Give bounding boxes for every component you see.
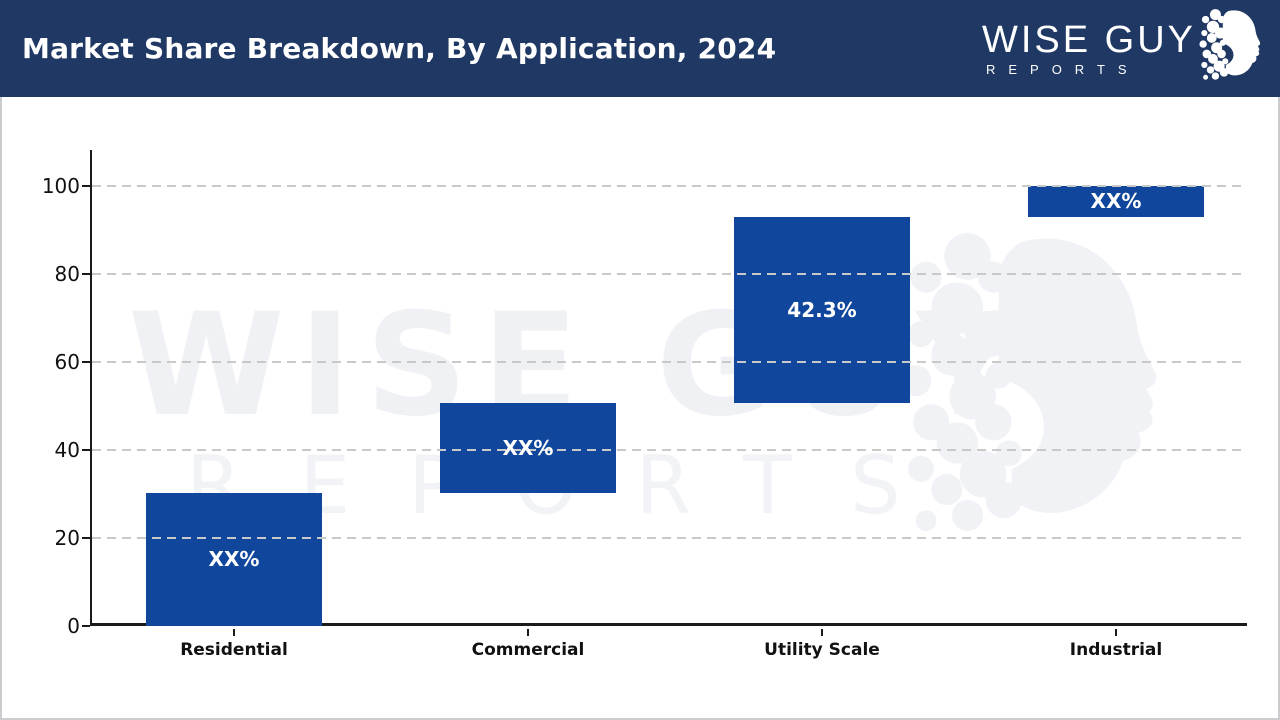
logo-text: WISE GUY REPORTS bbox=[982, 21, 1196, 76]
y-axis-tick bbox=[82, 449, 90, 451]
bar-segment bbox=[146, 492, 322, 626]
x-axis-tick bbox=[821, 629, 823, 636]
logo-face-icon bbox=[1199, 8, 1261, 80]
gridline bbox=[92, 449, 1247, 451]
x-axis-tick bbox=[527, 629, 529, 636]
y-axis-tick bbox=[82, 625, 90, 627]
plot-area: 0 20 40 60 80 100 XX% Residential XX% Commercial 4… bbox=[42, 150, 1247, 660]
bar-value-label: XX% bbox=[502, 435, 554, 460]
x-category-label: Residential bbox=[180, 640, 288, 660]
y-axis-tick bbox=[82, 537, 90, 539]
bar-value-label: 42.3% bbox=[787, 297, 857, 322]
y-axis-tick bbox=[82, 273, 90, 275]
wiseguy-logo: WISE GUY REPORTS bbox=[982, 6, 1280, 92]
gridline bbox=[92, 537, 1247, 539]
gridline bbox=[92, 273, 1247, 275]
x-axis-tick bbox=[233, 629, 235, 636]
y-axis-tick-label: 60 bbox=[54, 350, 80, 374]
gridline bbox=[92, 361, 1247, 363]
bar-segment bbox=[1028, 186, 1204, 217]
x-category-label: Utility Scale bbox=[764, 640, 880, 660]
y-axis-tick-label: 0 bbox=[67, 614, 80, 638]
header-bar: Market Share Breakdown, By Application, … bbox=[0, 0, 1280, 97]
y-axis-tick-label: 80 bbox=[54, 262, 80, 286]
x-category-label: Industrial bbox=[1069, 640, 1163, 660]
watermark-face-icon bbox=[900, 233, 1157, 532]
y-axis-tick-label: 20 bbox=[54, 526, 80, 550]
logo-wordmark: WISE GUY bbox=[981, 19, 1196, 61]
logo-subtitle: REPORTS bbox=[985, 62, 1140, 77]
x-category-label: Commercial bbox=[471, 640, 585, 660]
bar-value-label: XX% bbox=[208, 547, 260, 572]
y-axis-tick bbox=[82, 185, 90, 187]
bar-segment bbox=[734, 216, 910, 403]
gridline bbox=[92, 185, 1247, 187]
chart-title: Market Share Breakdown, By Application, … bbox=[22, 32, 777, 65]
x-axis-tick bbox=[1115, 629, 1117, 636]
y-axis-tick-label: 40 bbox=[54, 438, 80, 462]
bar-value-label: XX% bbox=[1090, 189, 1142, 214]
chart-figure: WISE GUY REPORTS 020406080100XX%Resident… bbox=[0, 97, 1280, 720]
y-axis-tick-label: 100 bbox=[41, 174, 80, 198]
y-axis-tick bbox=[82, 361, 90, 363]
bar-segment bbox=[440, 402, 616, 493]
